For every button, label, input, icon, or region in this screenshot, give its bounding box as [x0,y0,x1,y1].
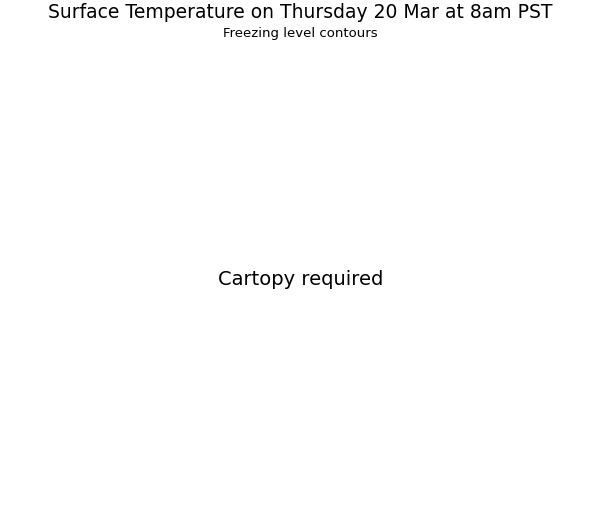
Text: Cartopy required: Cartopy required [218,270,383,288]
Text: Freezing level contours: Freezing level contours [223,27,378,40]
Text: Surface Temperature on Thursday 20 Mar at 8am PST: Surface Temperature on Thursday 20 Mar a… [48,3,553,22]
